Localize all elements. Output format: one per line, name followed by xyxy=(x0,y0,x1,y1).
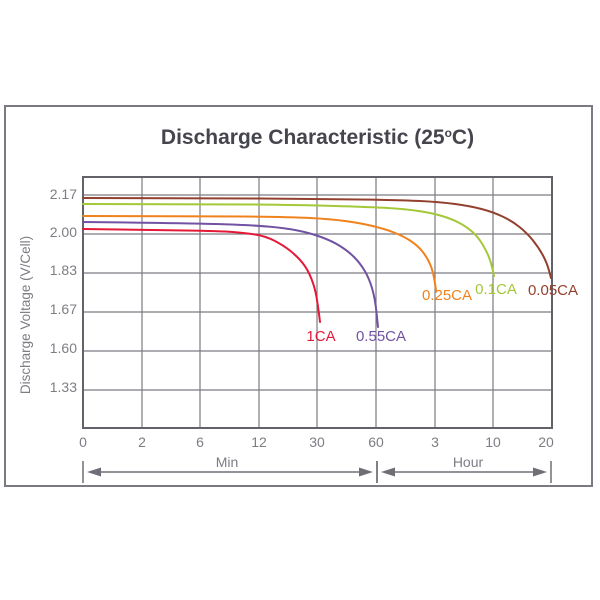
chart-title-unit: C) xyxy=(451,126,475,149)
x-tick-label: 20 xyxy=(538,434,554,450)
x-tick-label: 12 xyxy=(251,434,267,450)
arrow-head-left-icon xyxy=(87,467,101,477)
y-tick-label: 2.00 xyxy=(49,224,77,240)
curve-025ca xyxy=(82,215,437,291)
x-tick-label: 30 xyxy=(309,434,325,450)
x-tick-label: 10 xyxy=(485,434,501,450)
x-tick-label: 6 xyxy=(196,434,204,450)
y-tick-label: 1.67 xyxy=(49,301,77,317)
series-label-01ca: 0.1CA xyxy=(475,281,517,298)
plot-border xyxy=(82,176,553,429)
unit-label-hour: Hour xyxy=(452,454,484,470)
series-label-005ca: 0.05CA xyxy=(527,282,579,299)
series-label-055ca: 0.55CA xyxy=(355,328,407,345)
arrow-head-left-icon xyxy=(381,467,395,477)
curve-005ca xyxy=(82,197,552,279)
curve-01ca xyxy=(82,203,495,277)
series-label-025ca: 0.25CA xyxy=(421,287,473,304)
x-tick-label: 2 xyxy=(138,434,146,450)
y-tick-label: 1.33 xyxy=(49,379,77,395)
curve-055ca xyxy=(82,221,379,328)
series-label-1ca: 1CA xyxy=(306,328,336,345)
arrow-head-right-icon xyxy=(533,467,547,477)
x-tick-label: 60 xyxy=(368,434,384,450)
y-tick-label: 2.17 xyxy=(49,186,77,202)
y-tick-label: 1.83 xyxy=(49,262,77,278)
degree-symbol: o xyxy=(444,126,452,140)
curve-1ca xyxy=(82,228,321,323)
x-tick-label: 3 xyxy=(431,434,439,450)
x-tick-label: 0 xyxy=(79,434,87,450)
chart-panel xyxy=(4,105,593,487)
chart-title-text: Discharge Characteristic (25 xyxy=(160,126,445,149)
y-tick-label: 1.60 xyxy=(49,340,77,356)
chart-title: Discharge Characteristic (25oC) xyxy=(83,126,552,150)
arrow-head-right-icon xyxy=(359,467,373,477)
unit-label-min: Min xyxy=(215,454,239,470)
